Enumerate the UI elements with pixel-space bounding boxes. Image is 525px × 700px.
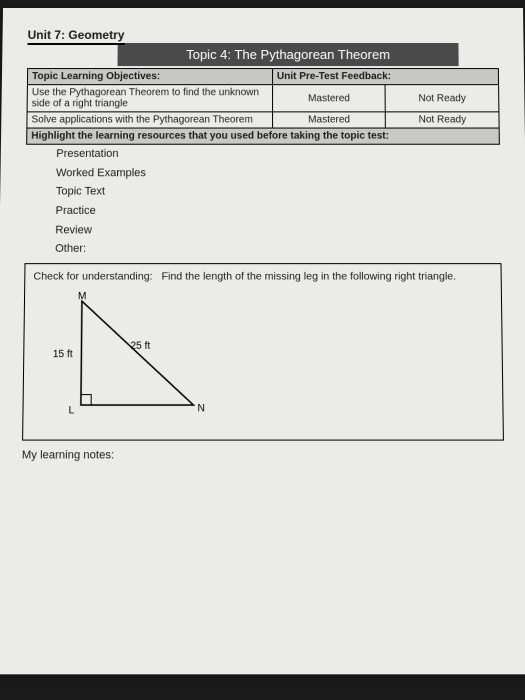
table-row: Solve applications with the Pythagorean … bbox=[26, 112, 498, 128]
topic-bar: Topic 4: The Pythagorean Theorem bbox=[117, 43, 458, 66]
table-row: Use the Pythagorean Theorem to find the … bbox=[27, 85, 499, 112]
list-item: Topic Text bbox=[55, 183, 500, 202]
check-prompt: Find the length of the missing leg in th… bbox=[161, 270, 456, 282]
highlight-text: Highlight the learning resources that yo… bbox=[26, 128, 499, 144]
right-angle-icon bbox=[80, 395, 90, 405]
mastered-cell: Mastered bbox=[272, 112, 385, 128]
check-box: Check for understanding: Find the length… bbox=[22, 263, 504, 440]
triangle-svg: M L N 15 ft 25 ft bbox=[49, 291, 223, 426]
triangle-shape bbox=[80, 301, 193, 405]
notes-label: My learning notes: bbox=[21, 449, 503, 462]
vertex-n: N bbox=[197, 403, 204, 415]
objectives-header: Topic Learning Objectives: bbox=[27, 69, 272, 85]
check-title: Check for understanding: Find the length… bbox=[33, 270, 492, 282]
objective-cell: Solve applications with the Pythagorean … bbox=[26, 112, 272, 128]
highlight-row: Highlight the learning resources that yo… bbox=[26, 128, 499, 144]
list-item: Worked Examples bbox=[55, 164, 499, 183]
worksheet-page: Unit 7: Geometry Topic 4: The Pythagorea… bbox=[0, 8, 525, 674]
list-item: Other: bbox=[54, 240, 500, 259]
objectives-table: Topic Learning Objectives: Unit Pre-Test… bbox=[26, 68, 500, 145]
vertex-l: L bbox=[68, 405, 74, 417]
list-item: Practice bbox=[55, 202, 500, 221]
check-label: Check for understanding: bbox=[33, 270, 152, 282]
list-item: Presentation bbox=[56, 145, 500, 164]
unit-title: Unit 7: Geometry bbox=[27, 28, 124, 45]
objective-cell: Use the Pythagorean Theorem to find the … bbox=[27, 85, 272, 112]
notready-cell: Not Ready bbox=[385, 112, 498, 128]
triangle-diagram: M L N 15 ft 25 ft bbox=[49, 291, 494, 429]
vertex-m: M bbox=[77, 291, 86, 302]
feedback-header: Unit Pre-Test Feedback: bbox=[272, 69, 498, 85]
list-item: Review bbox=[55, 221, 501, 240]
resources-list: Presentation Worked Examples Topic Text … bbox=[24, 145, 501, 259]
notready-cell: Not Ready bbox=[385, 85, 498, 112]
mastered-cell: Mastered bbox=[272, 85, 385, 112]
hyp-label: 25 ft bbox=[130, 341, 150, 352]
leg-label: 15 ft bbox=[52, 349, 72, 360]
